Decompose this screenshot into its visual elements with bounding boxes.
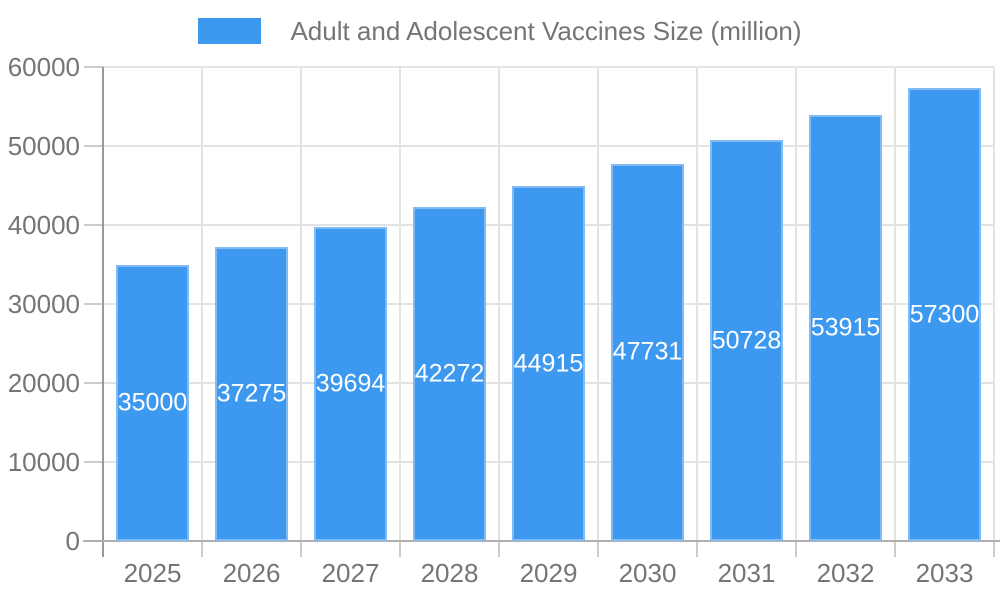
x-axis-label-2027: 2027 [321, 558, 380, 588]
y-axis-tick [84, 66, 103, 68]
x-axis-tick [300, 541, 302, 557]
y-axis-tick [84, 303, 103, 305]
y-axis-label: 40000 [7, 210, 80, 240]
y-axis-label: 50000 [7, 131, 80, 161]
x-axis-tick [399, 541, 401, 557]
bar-value-label: 44915 [513, 349, 584, 378]
x-axis-label-2033: 2033 [915, 558, 974, 588]
x-axis-label-2030: 2030 [618, 558, 677, 588]
gridline-horizontal [103, 145, 994, 147]
gridline-vertical [795, 67, 797, 541]
y-axis-label: 0 [65, 526, 80, 556]
x-axis-tick [894, 541, 896, 557]
legend-swatch [198, 18, 262, 44]
gridline-vertical [993, 67, 995, 541]
bar-2033[interactable] [908, 88, 981, 541]
y-axis-label: 30000 [7, 289, 80, 319]
gridline-vertical [300, 67, 302, 541]
gridline-vertical [399, 67, 401, 541]
y-axis-tick [84, 382, 103, 384]
bar-2027[interactable] [314, 227, 387, 541]
y-axis-label: 20000 [7, 368, 80, 398]
x-axis-line [83, 540, 1000, 542]
bar-value-label: 50728 [711, 326, 782, 355]
y-axis-label: 10000 [7, 447, 80, 477]
gridline-vertical [498, 67, 500, 541]
gridline-vertical [201, 67, 203, 541]
bar-value-label: 35000 [117, 388, 188, 417]
bar-value-label: 37275 [216, 379, 287, 408]
x-axis-tick [498, 541, 500, 557]
legend: Adult and Adolescent Vaccines Size (mill… [0, 16, 1000, 46]
bar-value-label: 53915 [810, 313, 881, 342]
x-axis-label-2032: 2032 [816, 558, 875, 588]
bar-value-label: 57300 [909, 300, 980, 329]
x-axis-label-2028: 2028 [420, 558, 479, 588]
x-axis-tick [696, 541, 698, 557]
x-axis-tick [201, 541, 203, 557]
bar-value-label: 39694 [315, 369, 386, 398]
gridline-horizontal [103, 66, 994, 68]
legend-label: Adult and Adolescent Vaccines Size (mill… [290, 15, 802, 46]
x-axis-label-2031: 2031 [717, 558, 776, 588]
x-axis-label-2025: 2025 [123, 558, 182, 588]
bar-value-label: 42272 [414, 359, 485, 388]
bar-2032[interactable] [809, 115, 882, 541]
x-axis-tick [795, 541, 797, 557]
bar-2028[interactable] [413, 207, 486, 541]
y-axis-label: 60000 [7, 52, 80, 82]
gridline-vertical [894, 67, 896, 541]
bar-2029[interactable] [512, 186, 585, 541]
gridline-vertical [597, 67, 599, 541]
x-axis-tick [993, 541, 995, 557]
bar-2031[interactable] [710, 140, 783, 541]
bar-2026[interactable] [215, 246, 288, 541]
x-axis-tick [597, 541, 599, 557]
bar-2025[interactable] [116, 264, 189, 541]
bar-value-label: 47731 [612, 337, 683, 366]
x-axis-label-2026: 2026 [222, 558, 281, 588]
y-axis-line [102, 67, 104, 557]
y-axis-tick [84, 145, 103, 147]
gridline-vertical [696, 67, 698, 541]
y-axis-tick [84, 224, 103, 226]
y-axis-tick [84, 461, 103, 463]
x-axis-label-2029: 2029 [519, 558, 578, 588]
bar-2030[interactable] [611, 163, 684, 541]
